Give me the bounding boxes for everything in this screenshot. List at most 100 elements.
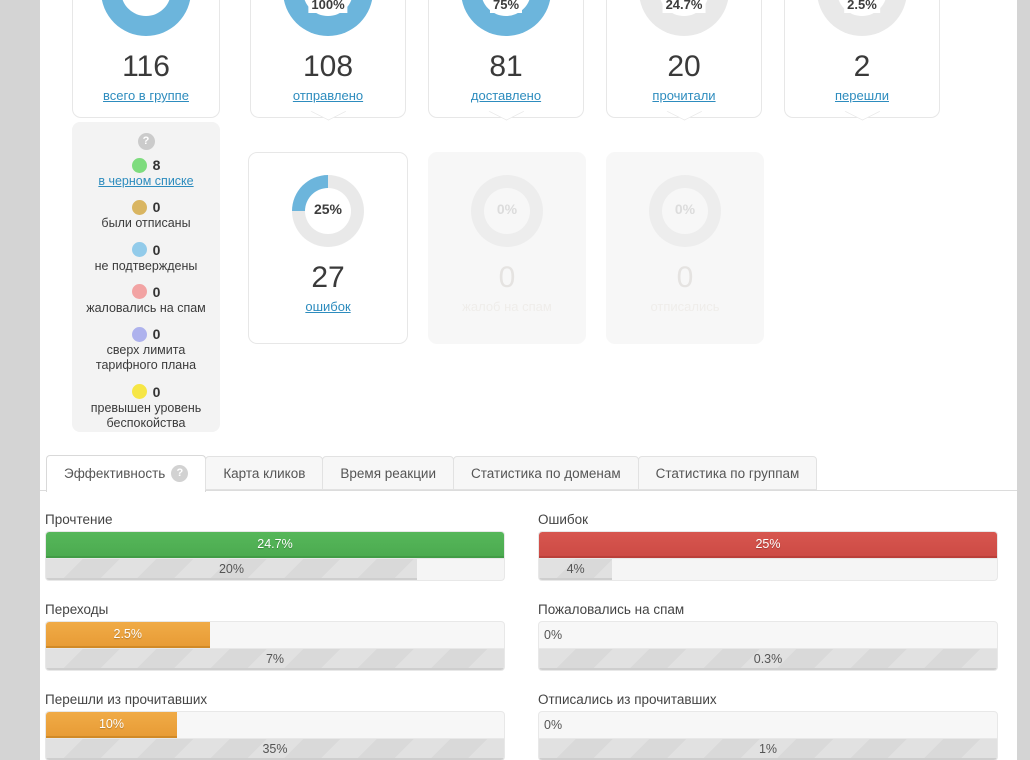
legend-item: 8 в черном списке [72,157,220,189]
metric-group: Ошибок 25% 25% 4% [538,512,998,581]
metric-value-zero: 0% [544,718,563,732]
donut-chart [292,175,364,247]
benchmark-bar-track: 35% [45,739,505,760]
metric-label: Переходы [45,602,109,617]
metric-label: Прочтение [45,512,113,527]
benchmark-bar-fill: 1% [539,739,997,760]
legend-color-dot [131,326,147,342]
legend-item-header: 0 [72,384,220,400]
kpi-value: 116 [122,50,170,83]
legend-item: 0 не подтверждены [72,242,220,274]
donut-percent-label: 0% [671,201,699,218]
legend-color-dot [131,384,147,399]
metric-group: Прочтение 24.7% 24.7% 20% [45,512,505,581]
legend-item: 0 были отписаны [72,199,220,231]
legend-items: 8 в черном списке 0 были отписаны 0 не п… [72,157,220,431]
bars-column-left: Прочтение 24.7% 24.7% 20% Переходы 2.5% … [45,512,505,760]
donut-percent-label: 25% [310,201,346,218]
tab-bar: Эффективность ? Карта кликов ? Время реа… [46,455,818,492]
kpi-value: 81 [489,50,523,83]
stat-link[interactable]: отписались [650,299,720,314]
kpi-link[interactable]: перешли [834,88,889,103]
legend-label: не подтверждены [94,258,198,273]
legend-label: жаловались на спам [86,300,206,315]
legend-label: превышен уровень беспокойства [90,400,202,430]
kpi-value: 108 [302,50,354,83]
tab-label: Время реакции [340,465,437,481]
secondary-card-row: 25% 27 ошибок 0% 0 жалоб на спам 0% 0 от… [248,152,764,344]
donut-percent-label: 0% [493,201,521,218]
kpi-value: 2 [853,50,871,83]
tab[interactable]: Статистика по группам ? [637,456,818,490]
donut-chart [101,0,191,36]
benchmark-value: 20% [218,561,244,576]
kpi-link[interactable]: прочитали [652,88,716,103]
metric-value: 10% [98,717,124,731]
donut-percent-label: 100% [308,0,348,13]
legend-color-dot [131,242,147,257]
legend-color-dot [131,284,147,300]
metric-bar-track: 24.7% 24.7% [45,531,505,559]
benchmark-bar-track: 1% [538,739,998,760]
secondary-stat-card: 25% 27 ошибок [248,152,408,344]
secondary-stat-card: 0% 0 отписались [606,152,764,344]
legend-value: 0 [152,326,161,342]
tab-label: Эффективность [64,465,166,481]
metric-bar-fill: 10% [46,712,177,738]
metric-label: Ошибок [538,512,589,527]
tab[interactable]: Статистика по доменам ? [453,456,639,490]
secondary-stat-card: 0% 0 жалоб на спам [428,152,586,344]
metric-value: 25% [755,537,781,551]
tab[interactable]: Эффективность ? [46,455,207,492]
metric-group: Переходы 2.5% 2.5% 7% [45,602,505,671]
kpi-value: 20 [667,50,701,83]
page-background-left [0,0,40,760]
page-background-right [1017,0,1030,760]
benchmark-bar-fill: 7% [46,649,504,670]
legend-label: были отписаны [101,216,191,231]
donut-percent-label: 24.7% [662,0,706,13]
metric-label: Перешли из прочитавших [45,692,208,707]
kpi-card: 116 всего в группе [72,0,220,118]
legend-value: 0 [152,383,161,400]
metric-label: Отписались из прочитавших [538,692,717,707]
benchmark-bar-track: 0.3% [538,649,998,671]
legend-item: 0 сверх лимита тарифного плана [72,326,220,374]
tab[interactable]: Карта кликов ? [205,456,324,490]
metric-bar-fill: 25% [539,532,997,558]
metric-label: Пожаловались на спам [538,602,685,617]
kpi-card: 100% 108 отправлено [250,0,406,118]
metric-bar-fill: 24.7% [46,532,504,558]
legend-item: 0 превышен уровень беспокойства [72,384,220,432]
benchmark-bar-track: 20% [45,559,505,581]
donut-percent-label: 75% [489,0,523,13]
legend-value: 0 [152,199,161,216]
metric-group: Пожаловались на спам 0% 0% 0.3% [538,602,998,671]
kpi-link[interactable]: доставлено [470,88,542,103]
kpi-card-row: 116 всего в группе 100% 108 отправлено 7… [72,0,940,118]
metric-group: Отписались из прочитавших 0% 0% 1% [538,692,998,760]
kpi-link[interactable]: отправлено [292,88,364,103]
benchmark-bar-fill: 0.3% [539,649,997,670]
benchmark-value: 0.3% [753,651,783,666]
help-icon[interactable]: ? [137,133,155,150]
kpi-card: 75% 81 доставлено [428,0,584,118]
legend-item-header: 8 [72,157,220,173]
benchmark-bar-fill: 35% [46,739,504,760]
metric-group: Перешли из прочитавших 10% 10% 35% [45,692,505,760]
stat-value: 0 [498,261,516,294]
kpi-card: 24.7% 20 прочитали [606,0,762,118]
benchmark-value: 35% [262,741,288,756]
tab[interactable]: Время реакции ? [322,456,455,490]
legend-panel: ? 8 в черном списке 0 были отписаны 0 не… [72,122,220,432]
stat-value: 0 [676,261,694,294]
stat-link[interactable]: жалоб на спам [462,299,552,314]
metric-bar-track: 2.5% 2.5% [45,621,505,649]
stat-link[interactable]: ошибок [305,299,351,314]
legend-value: 0 [152,283,161,300]
metric-bar-track: 0% 0% [538,711,998,739]
kpi-link[interactable]: всего в группе [103,88,189,103]
help-icon[interactable]: ? [171,464,189,482]
legend-label[interactable]: в черном списке [98,174,194,188]
tab-bar-divider [40,490,1017,491]
